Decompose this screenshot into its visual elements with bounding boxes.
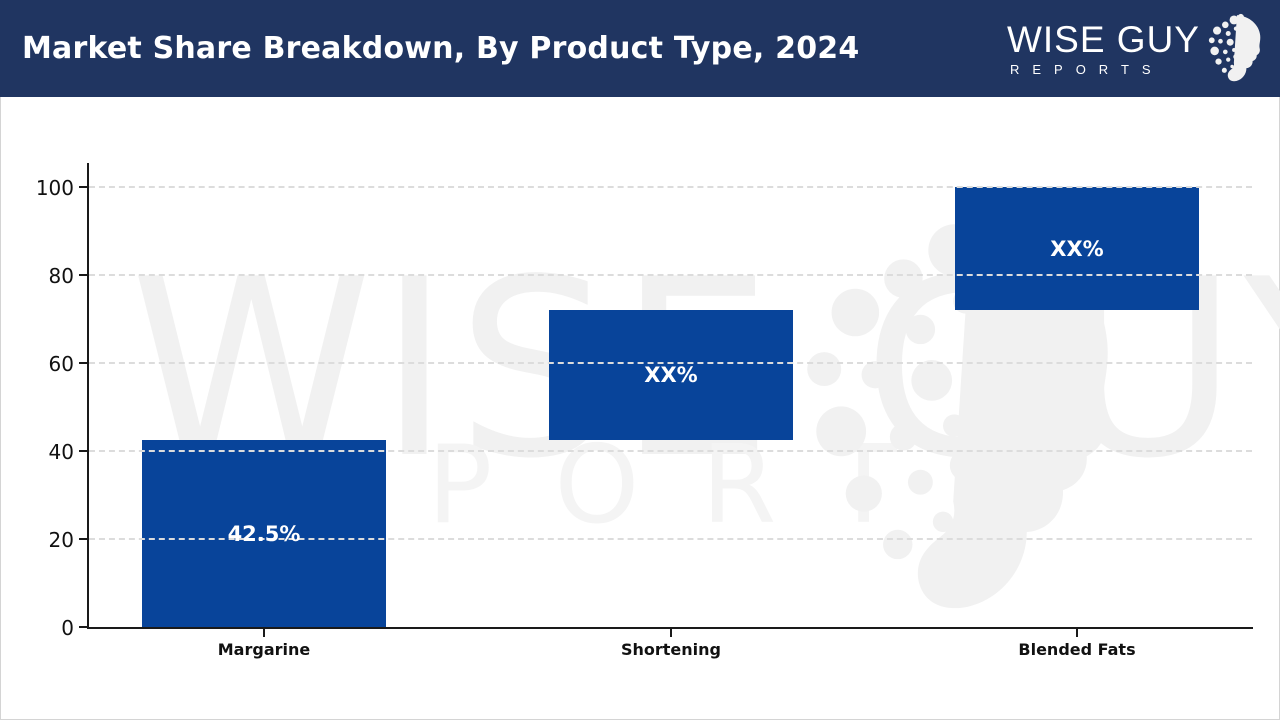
y-tick-mark <box>79 362 87 364</box>
x-tick-mark <box>1076 629 1078 637</box>
gridline <box>89 362 1252 364</box>
y-tick-mark <box>79 538 87 540</box>
logo-wordmark: WISE GUY <box>1006 18 1200 60</box>
y-tick-mark <box>79 626 87 628</box>
y-tick-label: 60 <box>48 352 74 376</box>
y-tick-label: 80 <box>48 264 74 288</box>
y-tick-label: 100 <box>35 176 74 200</box>
y-tick-mark <box>79 186 87 188</box>
bar-value-label: XX% <box>1050 236 1104 261</box>
x-tick-label: Margarine <box>217 640 311 659</box>
wiseguy-logo: WISE GUY REPORTS <box>1007 12 1266 86</box>
gridline <box>89 274 1252 276</box>
y-tick-mark <box>79 450 87 452</box>
header: Market Share Breakdown, By Product Type,… <box>0 0 1280 97</box>
gridline <box>89 186 1252 188</box>
bar-shortening <box>549 310 793 440</box>
logo-subtext: REPORTS <box>1009 61 1164 77</box>
bar-blended-fats <box>955 187 1199 311</box>
x-tick-label: Blended Fats <box>1018 640 1136 659</box>
x-tick-mark <box>263 629 265 637</box>
x-axis-spine <box>87 627 1253 629</box>
bar-value-label: 42.5% <box>227 521 301 546</box>
logo-face-icon <box>1208 13 1261 81</box>
y-tick-label: 0 <box>61 616 74 640</box>
gridline <box>89 538 1252 540</box>
x-tick-mark <box>670 629 672 637</box>
y-tick-label: 20 <box>48 528 74 552</box>
bar-value-label: XX% <box>644 363 698 388</box>
x-tick-label: Shortening <box>620 640 721 659</box>
gridline <box>89 450 1252 452</box>
y-tick-label: 40 <box>48 440 74 464</box>
y-tick-mark <box>79 274 87 276</box>
page-title: Market Share Breakdown, By Product Type,… <box>22 31 860 66</box>
bar-margarine <box>142 440 386 627</box>
y-axis-spine <box>87 163 89 629</box>
